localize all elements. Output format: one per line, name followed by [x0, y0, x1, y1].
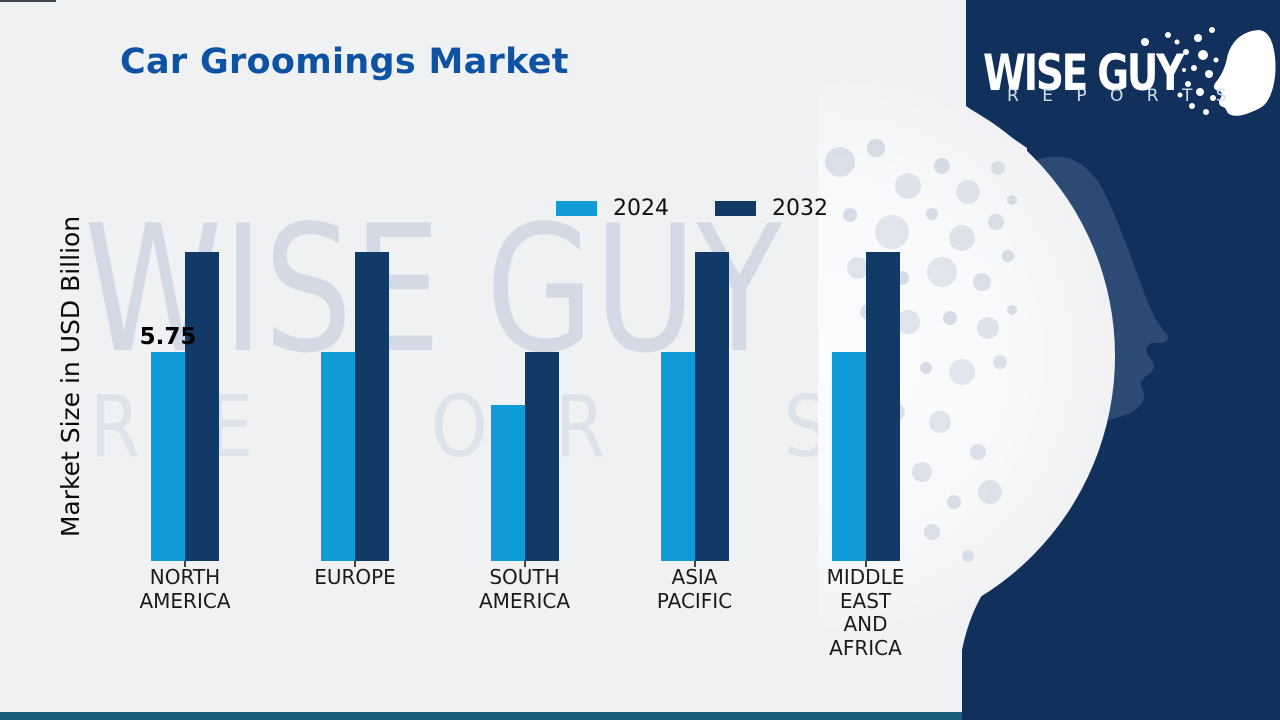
bar-2032-middle-east-and-africa [865, 252, 900, 561]
bar-2032-north-america [185, 252, 219, 561]
top-left-corner-strip [0, 0, 56, 2]
footer-accent-bar [0, 712, 1280, 720]
x-axis-tick [184, 561, 186, 567]
x-axis-label-europe: EUROPE [314, 565, 396, 589]
bar-2032-europe [355, 252, 389, 561]
bar-2032-south-america [524, 352, 559, 561]
legend-swatch-2032 [715, 201, 756, 216]
bar-2024-middle-east-and-africa [831, 352, 866, 561]
bar-2024-north-america [151, 352, 185, 561]
data-label-2024: 5.75 [139, 324, 197, 350]
bar-2024-south-america [490, 405, 525, 561]
x-axis-label-south-america: SOUTH AMERICA [478, 565, 570, 613]
x-axis-tick [523, 561, 526, 567]
logo-tagline: R E P O R T S [1007, 86, 1236, 106]
legend-item-2024: 2024 [556, 196, 669, 221]
legend-label-2024: 2024 [613, 196, 669, 221]
x-axis-label-north-america: NORTH AMERICA [139, 565, 231, 613]
bar-2024-europe [321, 352, 355, 561]
x-axis-label-asia-pacific: ASIA PACIFIC [656, 565, 733, 613]
x-axis-label-middle-east-and-africa: MIDDLE EAST AND AFRICA [826, 565, 905, 660]
page-title: Car Groomings Market [120, 42, 569, 82]
bar-2024-asia-pacific [660, 352, 695, 561]
x-axis-tick [354, 561, 356, 567]
legend-swatch-2024 [556, 201, 597, 216]
x-axis-tick [693, 561, 696, 567]
bar-2032-asia-pacific [694, 252, 729, 561]
